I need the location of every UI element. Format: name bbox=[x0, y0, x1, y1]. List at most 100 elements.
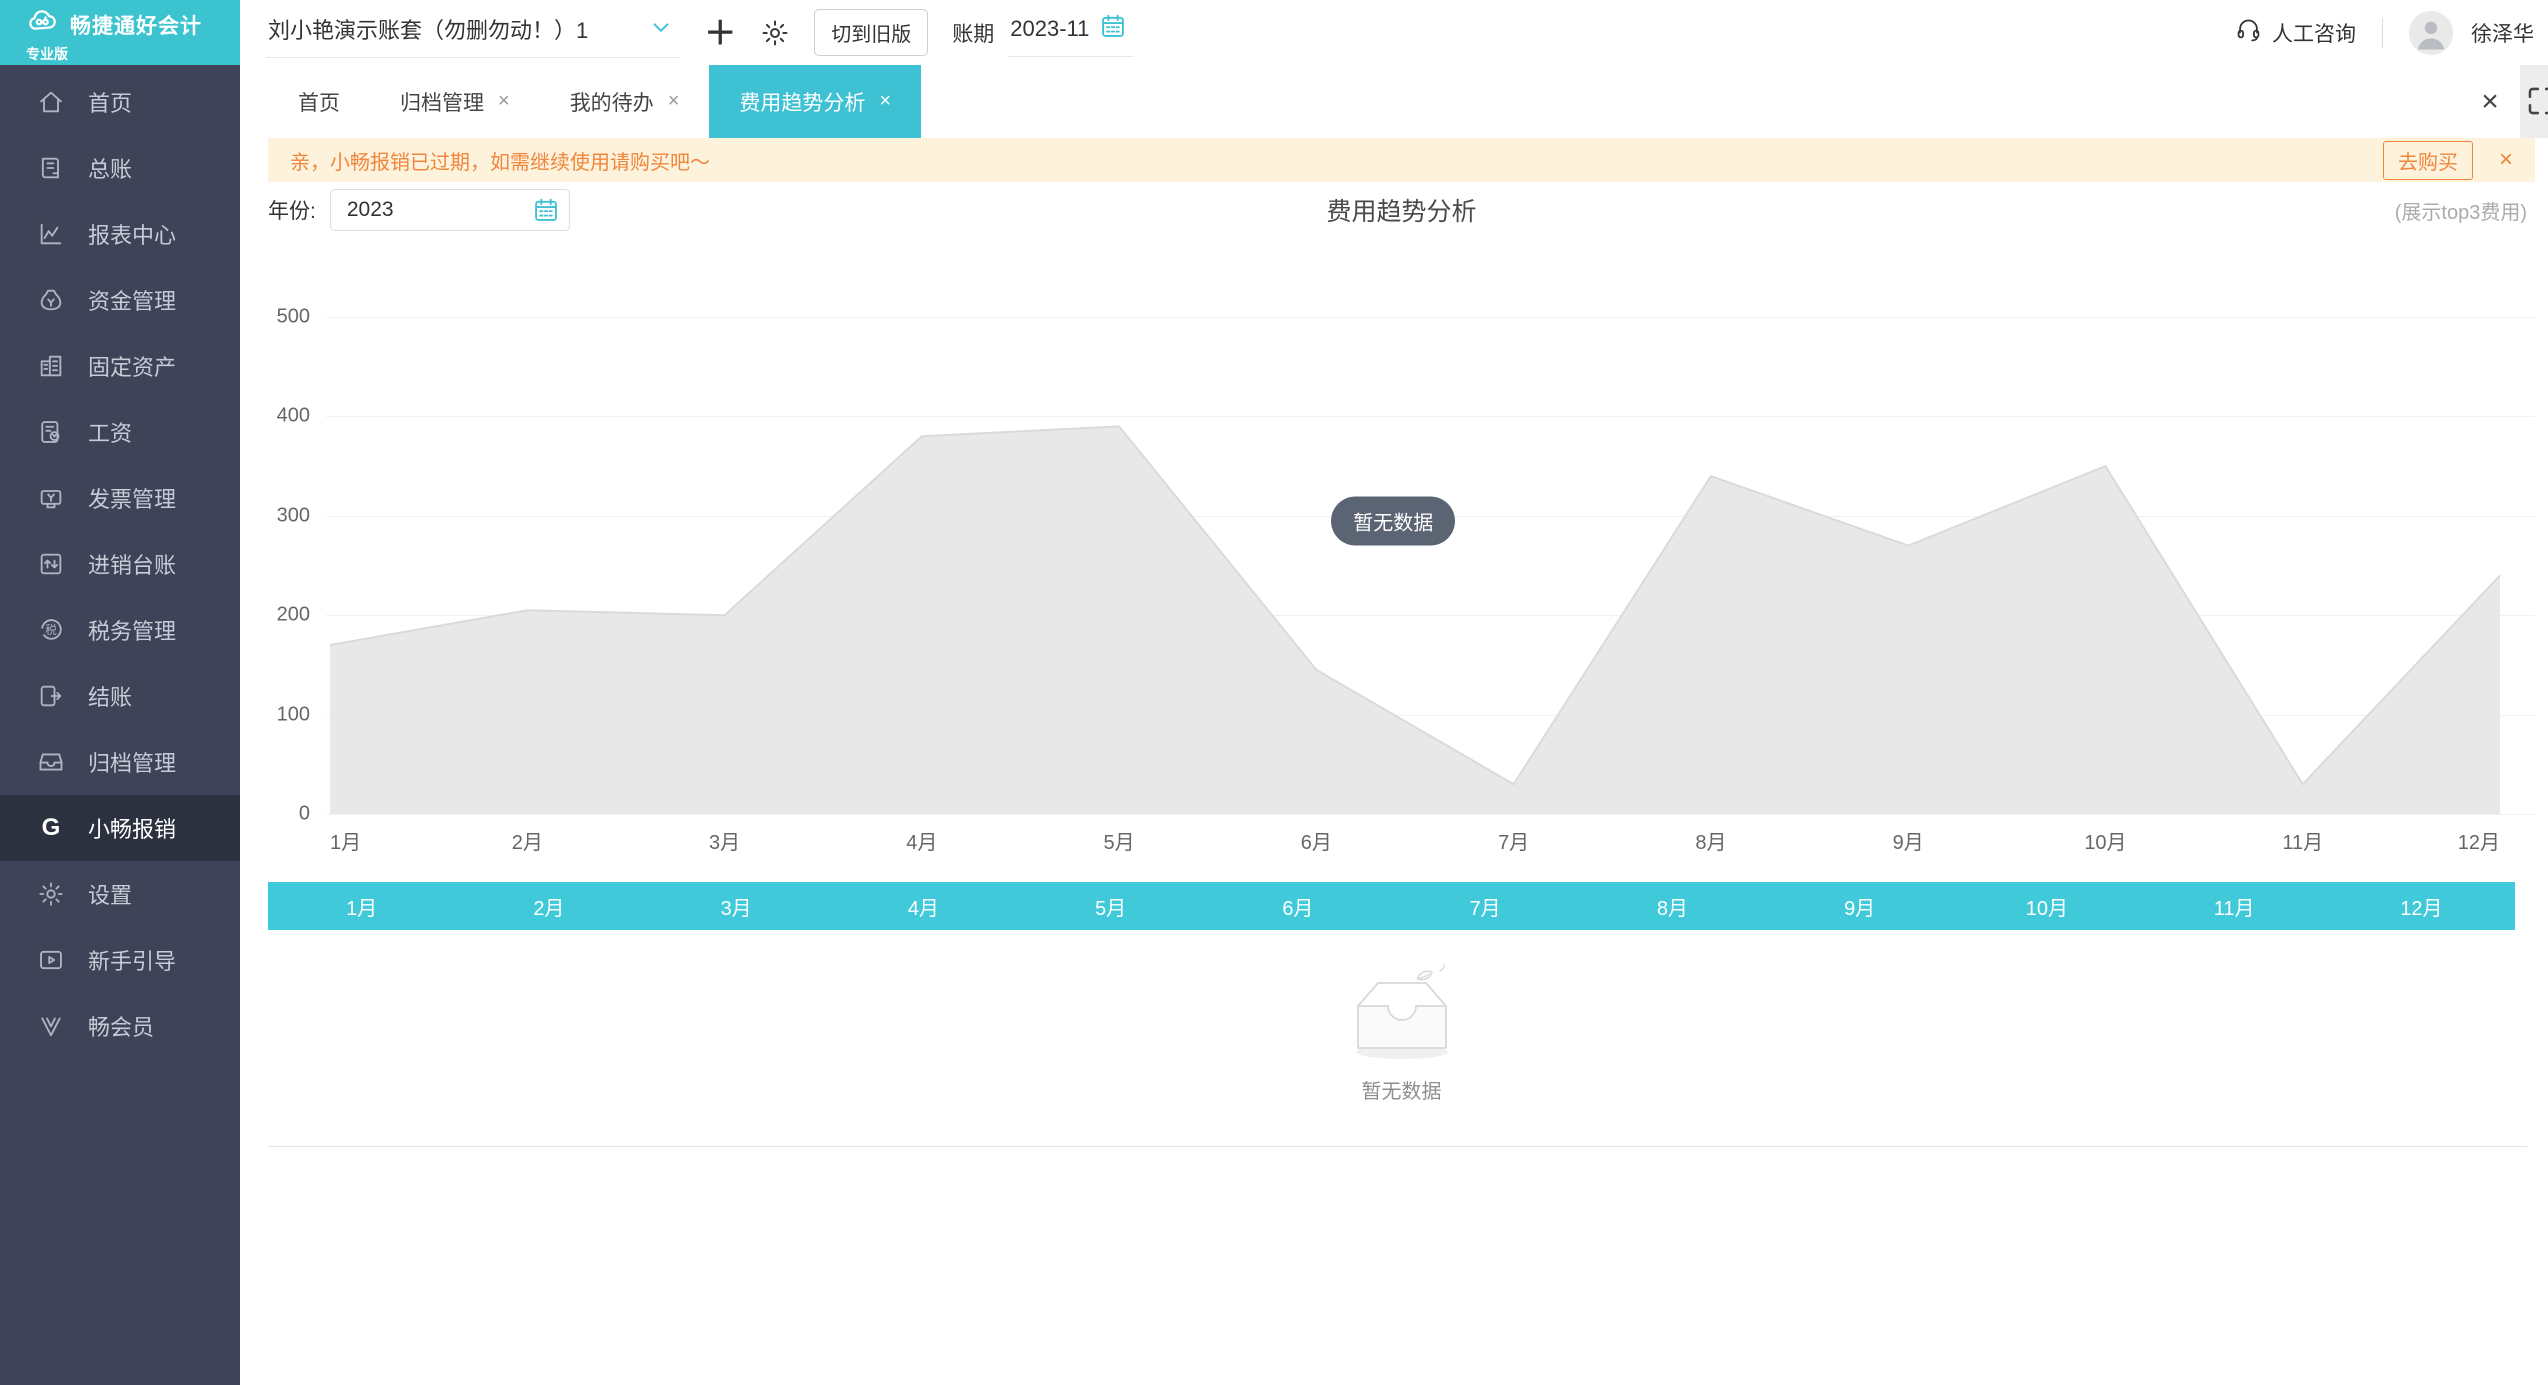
closing-icon bbox=[36, 681, 66, 711]
x-tick: 6月 bbox=[1300, 832, 1332, 854]
chevron-down-icon bbox=[648, 14, 674, 45]
sidebar-item-home[interactable]: 首页 bbox=[0, 69, 240, 135]
month-cell[interactable]: 7月 bbox=[1469, 897, 1501, 920]
gear-icon bbox=[36, 879, 66, 909]
user-name: 徐泽华 bbox=[2471, 22, 2534, 46]
sidebar-item-archive[interactable]: 归档管理 bbox=[0, 729, 240, 795]
fullscreen-icon bbox=[2528, 87, 2548, 115]
tab-archive[interactable]: 归档管理 × bbox=[370, 65, 540, 138]
sidebar-item-tax[interactable]: 税 税务管理 bbox=[0, 597, 240, 663]
settings-gear-icon[interactable] bbox=[760, 18, 790, 48]
sidebar-item-inventory-ledger[interactable]: 进销台账 bbox=[0, 531, 240, 597]
y-tick: 300 bbox=[276, 504, 310, 527]
payroll-calc-icon bbox=[36, 417, 66, 447]
sidebar-item-label: 总账 bbox=[88, 157, 133, 182]
main-area: 刘小艳演示账套（勿删勿动！）1 ＋ 切到旧版 账期 2023-11 bbox=[240, 0, 2548, 1385]
sidebar-item-invoice[interactable]: 发票管理 bbox=[0, 465, 240, 531]
archive-box-icon bbox=[36, 747, 66, 777]
period-value: 2023-11 bbox=[1010, 16, 1090, 41]
sidebar-item-payroll[interactable]: 工资 bbox=[0, 399, 240, 465]
brand-edition: 专业版 bbox=[26, 46, 68, 62]
sidebar: 畅捷通好会计 专业版 首页 总账 报表中心 资金管理 固 bbox=[0, 0, 240, 1385]
sidebar-item-label: 归档管理 bbox=[88, 751, 177, 776]
x-tick: 5月 bbox=[1103, 832, 1135, 854]
xiaochang-expense-icon: G bbox=[41, 814, 61, 841]
year-input[interactable] bbox=[329, 189, 570, 231]
sidebar-item-closing[interactable]: 结账 bbox=[0, 663, 240, 729]
divider bbox=[268, 1146, 2527, 1147]
sidebar-item-guide[interactable]: 新手引导 bbox=[0, 927, 240, 993]
avatar[interactable] bbox=[2409, 10, 2453, 55]
calendar-icon bbox=[1099, 12, 1127, 46]
area-series bbox=[330, 317, 2500, 814]
month-cell[interactable]: 5月 bbox=[1095, 897, 1127, 920]
human-consult-button[interactable]: 人工咨询 bbox=[2235, 16, 2356, 49]
sidebar-item-label: 畅会员 bbox=[88, 1015, 155, 1040]
building-icon bbox=[36, 351, 66, 381]
sidebar-item-funds[interactable]: 资金管理 bbox=[0, 267, 240, 333]
money-bag-icon bbox=[36, 285, 66, 315]
account-set-selector[interactable]: 刘小艳演示账套（勿删勿动！）1 bbox=[266, 7, 681, 58]
sidebar-item-general-ledger[interactable]: 总账 bbox=[0, 135, 240, 201]
month-cell[interactable]: 3月 bbox=[720, 897, 752, 920]
empty-box-icon bbox=[1340, 962, 1464, 1067]
tab-close-icon[interactable]: × bbox=[879, 90, 892, 112]
tab-close-icon[interactable]: × bbox=[498, 90, 510, 112]
banner-close-icon[interactable]: × bbox=[2498, 146, 2513, 173]
tab-my-todo[interactable]: 我的待办 × bbox=[540, 65, 710, 138]
close-all-tabs-icon[interactable]: × bbox=[2481, 84, 2499, 118]
fullscreen-button[interactable] bbox=[2520, 65, 2548, 138]
chart-toolbar: 年份: 费用趋势分析 (展示top3费用) bbox=[268, 186, 2535, 234]
sidebar-item-fixed-assets[interactable]: 固定资产 bbox=[0, 333, 240, 399]
sidebar-item-label: 结账 bbox=[88, 685, 133, 710]
sidebar-item-label: 发票管理 bbox=[88, 487, 177, 512]
sidebar-item-xiaochang-expense[interactable]: G 小畅报销 bbox=[0, 795, 240, 861]
sidebar-item-label: 固定资产 bbox=[88, 355, 177, 380]
buy-button[interactable]: 去购买 bbox=[2382, 140, 2473, 180]
brand-logo-block: 畅捷通好会计 专业版 bbox=[0, 0, 240, 65]
consult-label: 人工咨询 bbox=[2272, 22, 2356, 46]
month-cell[interactable]: 10月 bbox=[2025, 897, 2068, 920]
banner-text: 亲，小畅报销已过期，如需继续使用请购买吧～ bbox=[290, 151, 710, 174]
x-tick: 4月 bbox=[906, 832, 938, 854]
sidebar-nav: 首页 总账 报表中心 资金管理 固定资产 工资 bbox=[0, 65, 240, 1059]
add-account-set-button[interactable]: ＋ bbox=[704, 14, 737, 51]
month-cell[interactable]: 12月 bbox=[2400, 897, 2443, 920]
no-data-badge: 暂无数据 bbox=[1331, 496, 1456, 546]
y-tick: 200 bbox=[276, 603, 310, 626]
invoice-icon bbox=[36, 483, 66, 513]
member-v-icon bbox=[36, 1011, 66, 1041]
area-plot: 暂无数据 bbox=[330, 317, 2500, 814]
account-set-name: 刘小艳演示账套（勿删勿动！）1 bbox=[268, 18, 589, 43]
sidebar-item-label: 工资 bbox=[88, 421, 133, 446]
chart-title: 费用趋势分析 bbox=[1326, 198, 1477, 226]
month-cell[interactable]: 6月 bbox=[1282, 897, 1314, 920]
sidebar-item-label: 报表中心 bbox=[88, 223, 177, 248]
month-cell[interactable]: 2月 bbox=[533, 897, 565, 920]
switch-old-version-button[interactable]: 切到旧版 bbox=[814, 9, 929, 56]
period-label: 账期 bbox=[952, 22, 995, 46]
sidebar-item-label: 资金管理 bbox=[88, 289, 177, 314]
inout-ledger-icon bbox=[36, 549, 66, 579]
x-tick: 11月 bbox=[2282, 832, 2324, 854]
tax-icon: 税 bbox=[36, 615, 66, 645]
sidebar-item-label: 税务管理 bbox=[88, 619, 177, 644]
month-cell[interactable]: 8月 bbox=[1656, 897, 1688, 920]
month-cell[interactable]: 1月 bbox=[346, 897, 378, 920]
sidebar-item-settings[interactable]: 设置 bbox=[0, 861, 240, 927]
tab-close-icon[interactable]: × bbox=[667, 90, 680, 112]
y-tick: 0 bbox=[298, 802, 310, 825]
period-date-picker[interactable]: 2023-11 bbox=[1008, 8, 1134, 57]
month-cell[interactable]: 11月 bbox=[2213, 897, 2255, 920]
tab-bar: 首页 归档管理 × 我的待办 × 费用趋势分析 × × bbox=[240, 65, 2548, 138]
month-cell[interactable]: 9月 bbox=[1844, 897, 1876, 920]
calendar-icon[interactable] bbox=[532, 196, 560, 229]
month-cell[interactable]: 4月 bbox=[907, 897, 939, 920]
y-tick: 400 bbox=[276, 404, 310, 427]
tab-expense-trend[interactable]: 费用趋势分析 × bbox=[709, 65, 922, 138]
headset-icon bbox=[2235, 16, 2262, 49]
sidebar-item-member[interactable]: 畅会员 bbox=[0, 993, 240, 1059]
sidebar-item-report-center[interactable]: 报表中心 bbox=[0, 201, 240, 267]
tab-home[interactable]: 首页 bbox=[268, 65, 370, 138]
